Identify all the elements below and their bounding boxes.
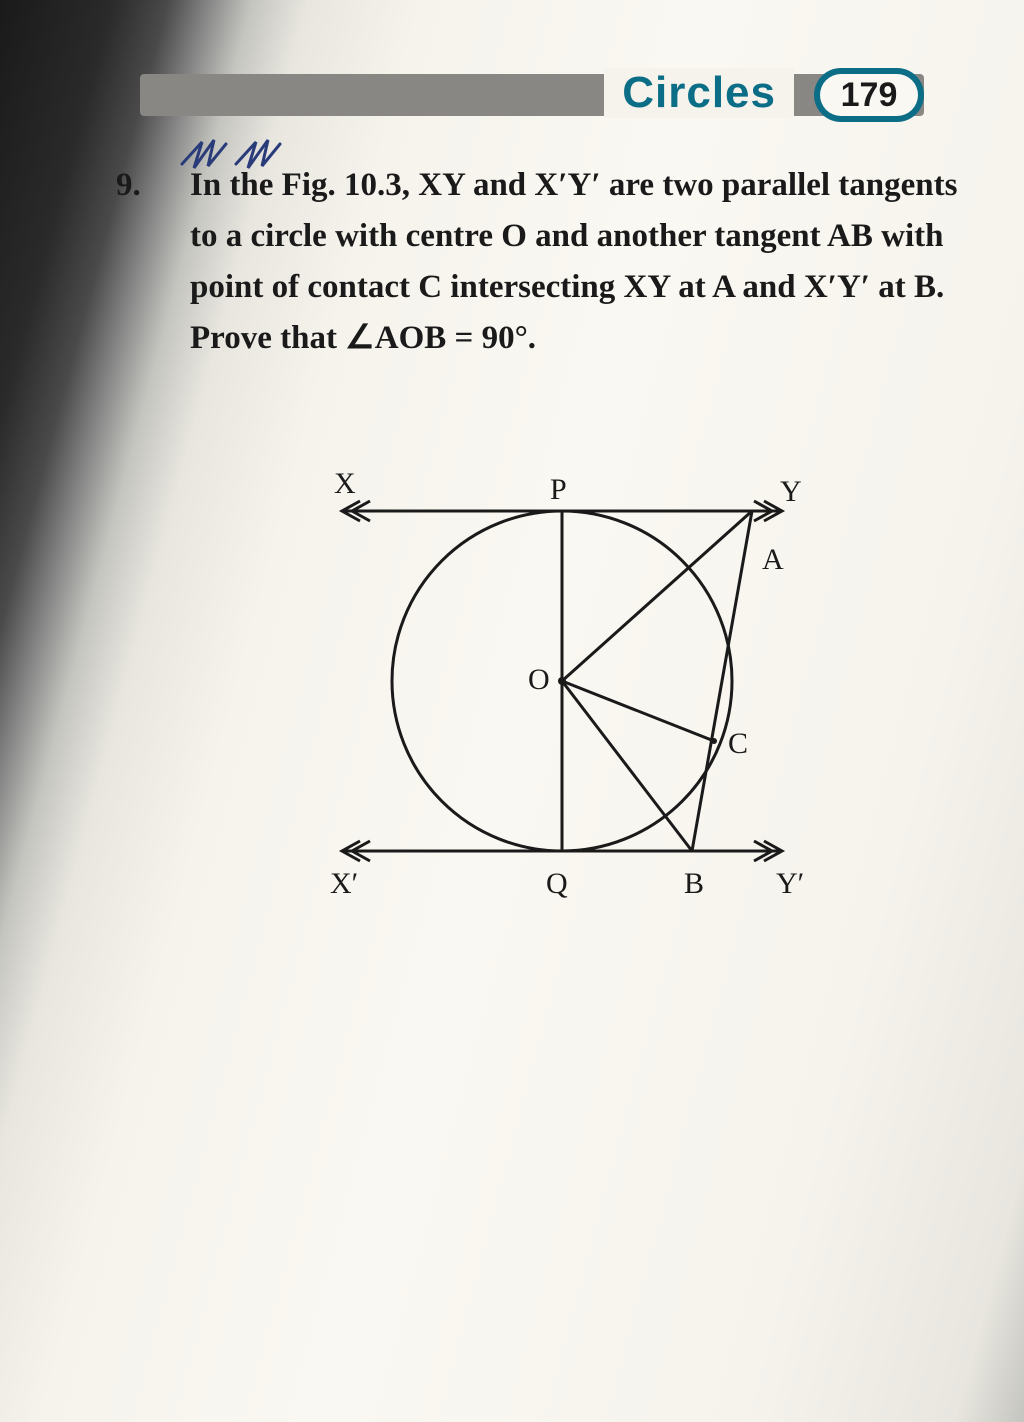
- geometry-figure: X P Y A O C X′ Q B Y′: [282, 401, 842, 961]
- label-yp: Y′: [776, 867, 804, 900]
- page: Circles 179 9. In the Fig. 10.3, XY and …: [0, 0, 1024, 1422]
- page-number-badge: 179: [814, 68, 924, 122]
- point-c: [711, 738, 717, 744]
- label-x: X: [334, 467, 356, 500]
- figure-container: X P Y A O C X′ Q B Y′: [160, 401, 964, 961]
- question-9: 9. In the Fig. 10.3, XY and X′Y′ are two…: [160, 160, 964, 365]
- question-line-4: Prove that ∠AOB = 90°.: [190, 313, 964, 364]
- question-line-1: In the Fig. 10.3, XY and X′Y′ are two pa…: [190, 160, 964, 211]
- page-number: 179: [820, 74, 918, 116]
- question-line-2: to a circle with centre O and another ta…: [190, 211, 964, 262]
- line-ab: [692, 511, 752, 851]
- label-a: A: [762, 543, 784, 576]
- label-xp: X′: [330, 867, 358, 900]
- label-q: Q: [546, 867, 568, 900]
- chapter-title: Circles: [604, 68, 794, 118]
- label-c: C: [728, 727, 748, 760]
- label-p: P: [550, 473, 567, 506]
- label-y: Y: [780, 475, 802, 508]
- chapter-header: Circles 179: [160, 60, 964, 130]
- question-number: 9.: [116, 160, 141, 211]
- label-b: B: [684, 867, 704, 900]
- header-band: [140, 74, 924, 116]
- label-o: O: [528, 663, 550, 696]
- line-oa: [562, 511, 752, 681]
- question-line-3: point of contact C intersecting XY at A …: [190, 262, 964, 313]
- point-o: [558, 677, 566, 685]
